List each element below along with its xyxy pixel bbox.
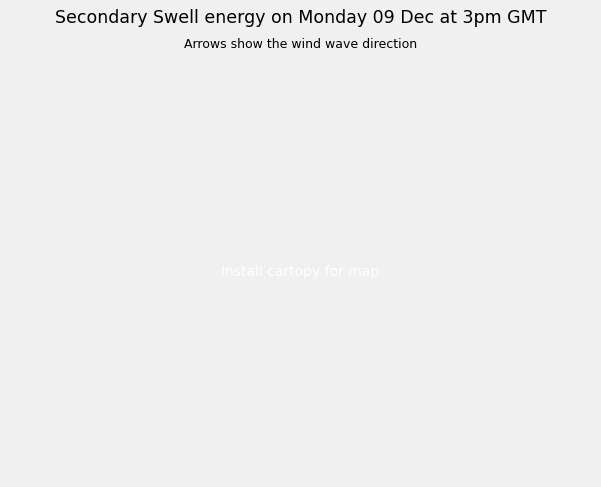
- Text: Arrows show the wind wave direction: Arrows show the wind wave direction: [184, 38, 417, 51]
- Text: Install cartopy for map: Install cartopy for map: [221, 264, 380, 279]
- Text: Secondary Swell energy on Monday 09 Dec at 3pm GMT: Secondary Swell energy on Monday 09 Dec …: [55, 9, 546, 27]
